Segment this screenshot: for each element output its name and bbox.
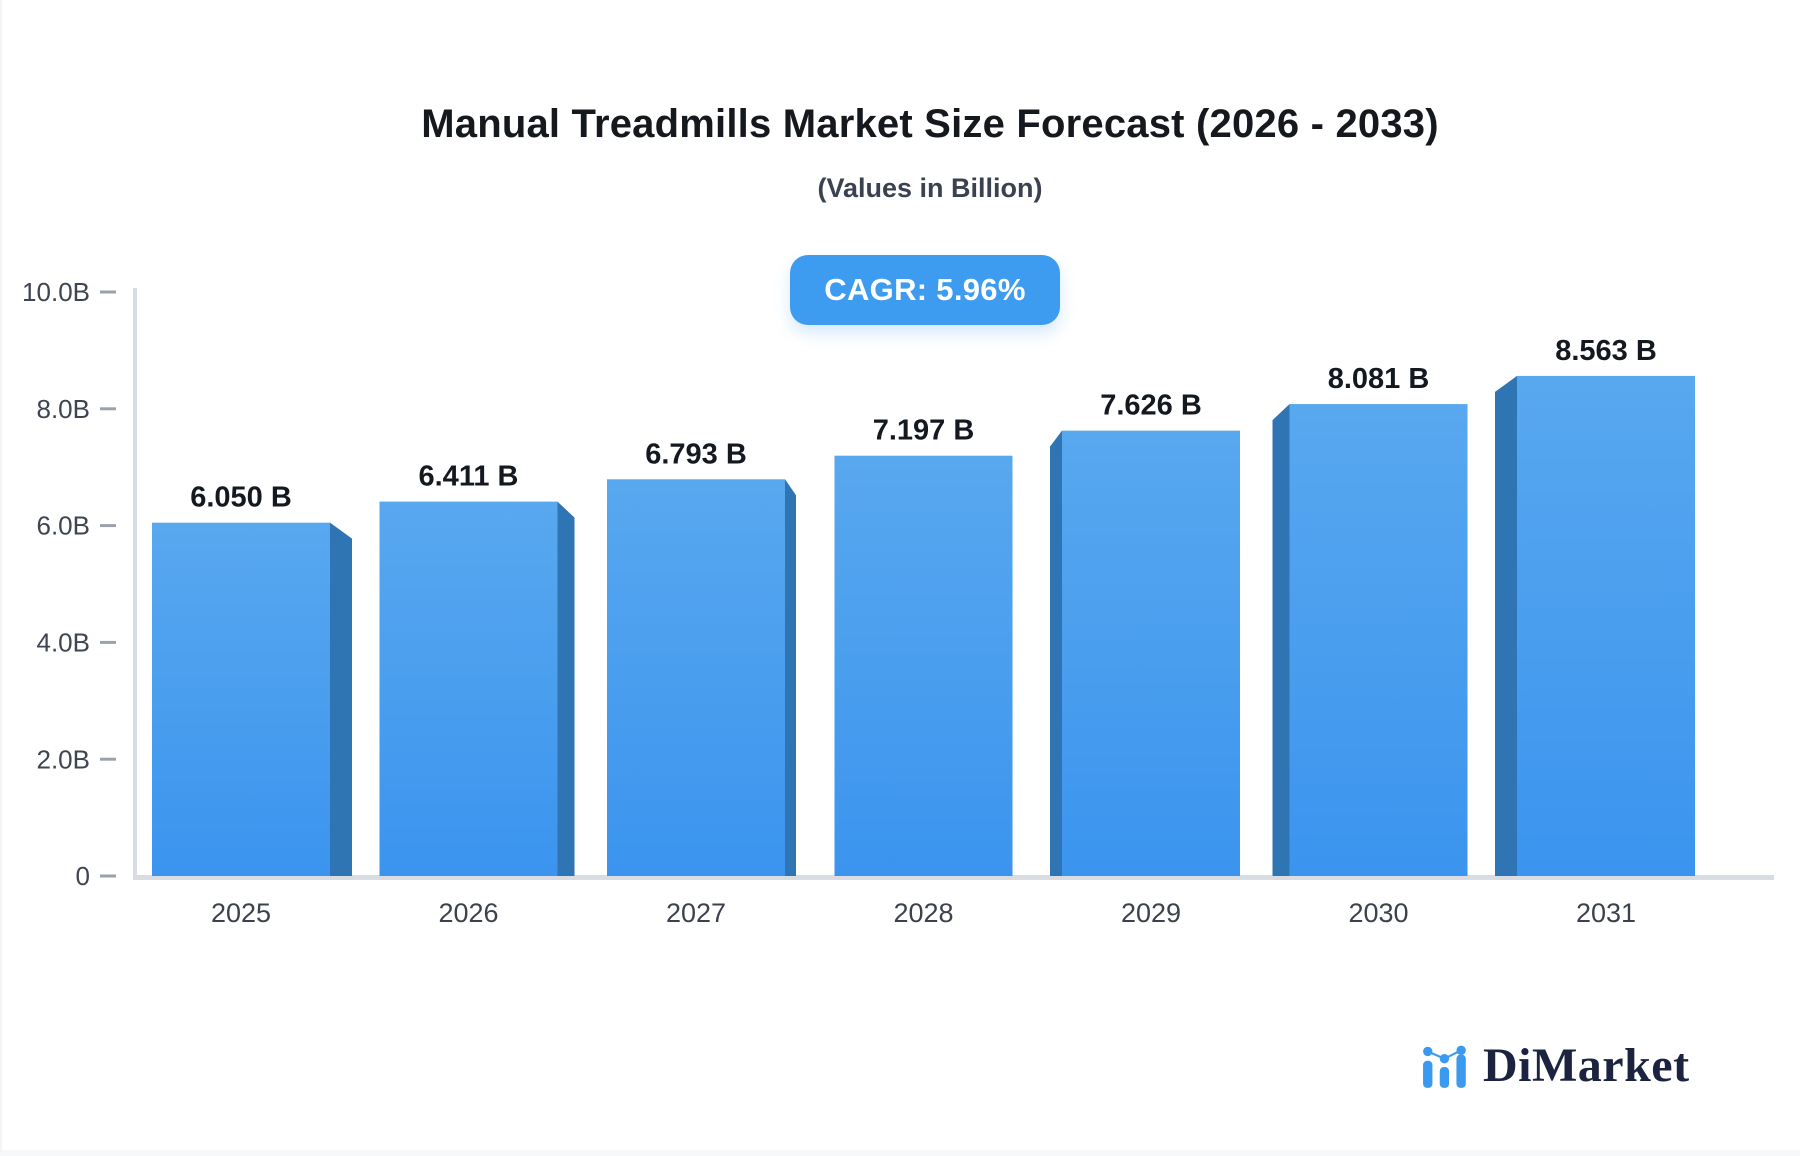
dimarket-logo[interactable]: DiMarket (1423, 1036, 1690, 1096)
bar-front-face (379, 501, 558, 876)
y-tick-label: 6.0B (37, 511, 91, 541)
bar-2029[interactable] (1050, 430, 1240, 876)
bar-value-label: 7.626 B (1100, 390, 1202, 422)
x-category-label: 2029 (1121, 898, 1181, 928)
y-tick-label: 2.0B (37, 744, 91, 774)
bar-front-face (152, 522, 330, 876)
bar-value-label: 7.197 B (873, 415, 975, 447)
x-category-label: 2028 (893, 898, 953, 928)
bar-2028[interactable] (834, 455, 1013, 876)
bar-value-label: 8.081 B (1328, 363, 1430, 395)
y-tick-label: 4.0B (37, 628, 91, 658)
y-axis-line (133, 288, 137, 876)
bar-side-face (785, 479, 796, 876)
bar-2030[interactable] (1272, 404, 1468, 876)
bar-2031[interactable] (1495, 375, 1695, 876)
bar-line-chart-icon (1423, 1045, 1466, 1088)
y-tick-label: 0 (76, 861, 90, 891)
bar-value-label: 6.793 B (645, 438, 747, 470)
bar-side-face (1050, 430, 1062, 876)
bar-front-face (1289, 404, 1468, 876)
bar-front-face (1062, 430, 1240, 876)
bar-front-face (607, 479, 785, 876)
x-category-label: 2031 (1576, 898, 1636, 928)
x-category-label: 2027 (666, 898, 726, 928)
x-category-label: 2025 (211, 898, 271, 928)
x-category-label: 2026 (438, 898, 498, 928)
bar-value-label: 6.050 B (190, 482, 292, 514)
bar-value-label: 8.563 B (1555, 335, 1657, 367)
y-tick-label: 10.0B (22, 277, 90, 307)
bar-2026[interactable] (379, 501, 575, 876)
bar-side-face (330, 522, 352, 876)
y-tick-label: 8.0B (37, 394, 91, 424)
bar-side-face (557, 501, 575, 876)
chart-subtitle: (Values in Billion) (817, 173, 1043, 203)
bar-2025[interactable] (152, 522, 352, 876)
logo-text: DiMarket (1483, 1039, 1690, 1092)
bar-2027[interactable] (607, 479, 796, 876)
chart-title: Manual Treadmills Market Size Forecast (… (421, 102, 1439, 146)
bar-side-face (1495, 375, 1517, 876)
bar-side-face (1272, 404, 1290, 876)
cagr-badge: CAGR: 5.96% (790, 255, 1060, 325)
bar-front-face (834, 455, 1013, 876)
bar-value-label: 6.411 B (419, 461, 519, 493)
x-category-label: 2030 (1348, 898, 1408, 928)
cagr-badge-label: CAGR: 5.96% (824, 272, 1026, 307)
x-axis-line (133, 875, 1774, 880)
bar-front-face (1517, 375, 1695, 876)
